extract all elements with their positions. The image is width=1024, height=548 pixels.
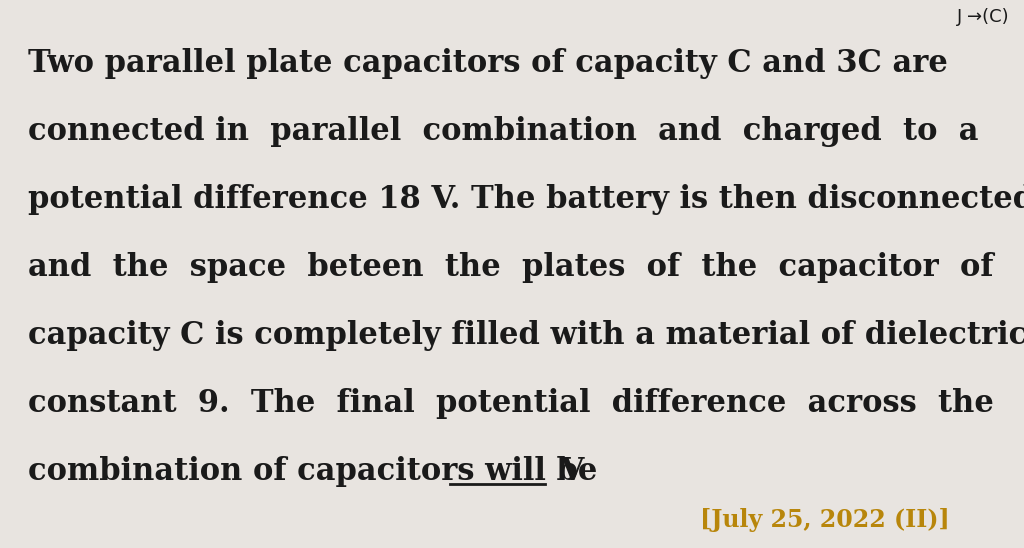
Text: Two parallel plate capacitors of capacity C and 3C are: Two parallel plate capacitors of capacit… [28, 48, 948, 79]
Text: potential difference 18 V. The battery is then disconnected: potential difference 18 V. The battery i… [28, 184, 1024, 215]
Text: constant  9.  The  final  potential  difference  across  the: constant 9. The final potential differen… [28, 388, 994, 419]
Text: connected in  parallel  combination  and  charged  to  a: connected in parallel combination and ch… [28, 116, 979, 147]
Text: and  the  space  beteen  the  plates  of  the  capacitor  of: and the space beteen the plates of the c… [28, 252, 993, 283]
Text: V: V [550, 456, 585, 487]
Text: [July 25, 2022 (II)]: [July 25, 2022 (II)] [700, 508, 949, 532]
Text: combination of capacitors will be: combination of capacitors will be [28, 456, 608, 487]
Text: J →(C): J →(C) [957, 8, 1010, 26]
Text: capacity C is completely filled with a material of dielectric: capacity C is completely filled with a m… [28, 320, 1024, 351]
